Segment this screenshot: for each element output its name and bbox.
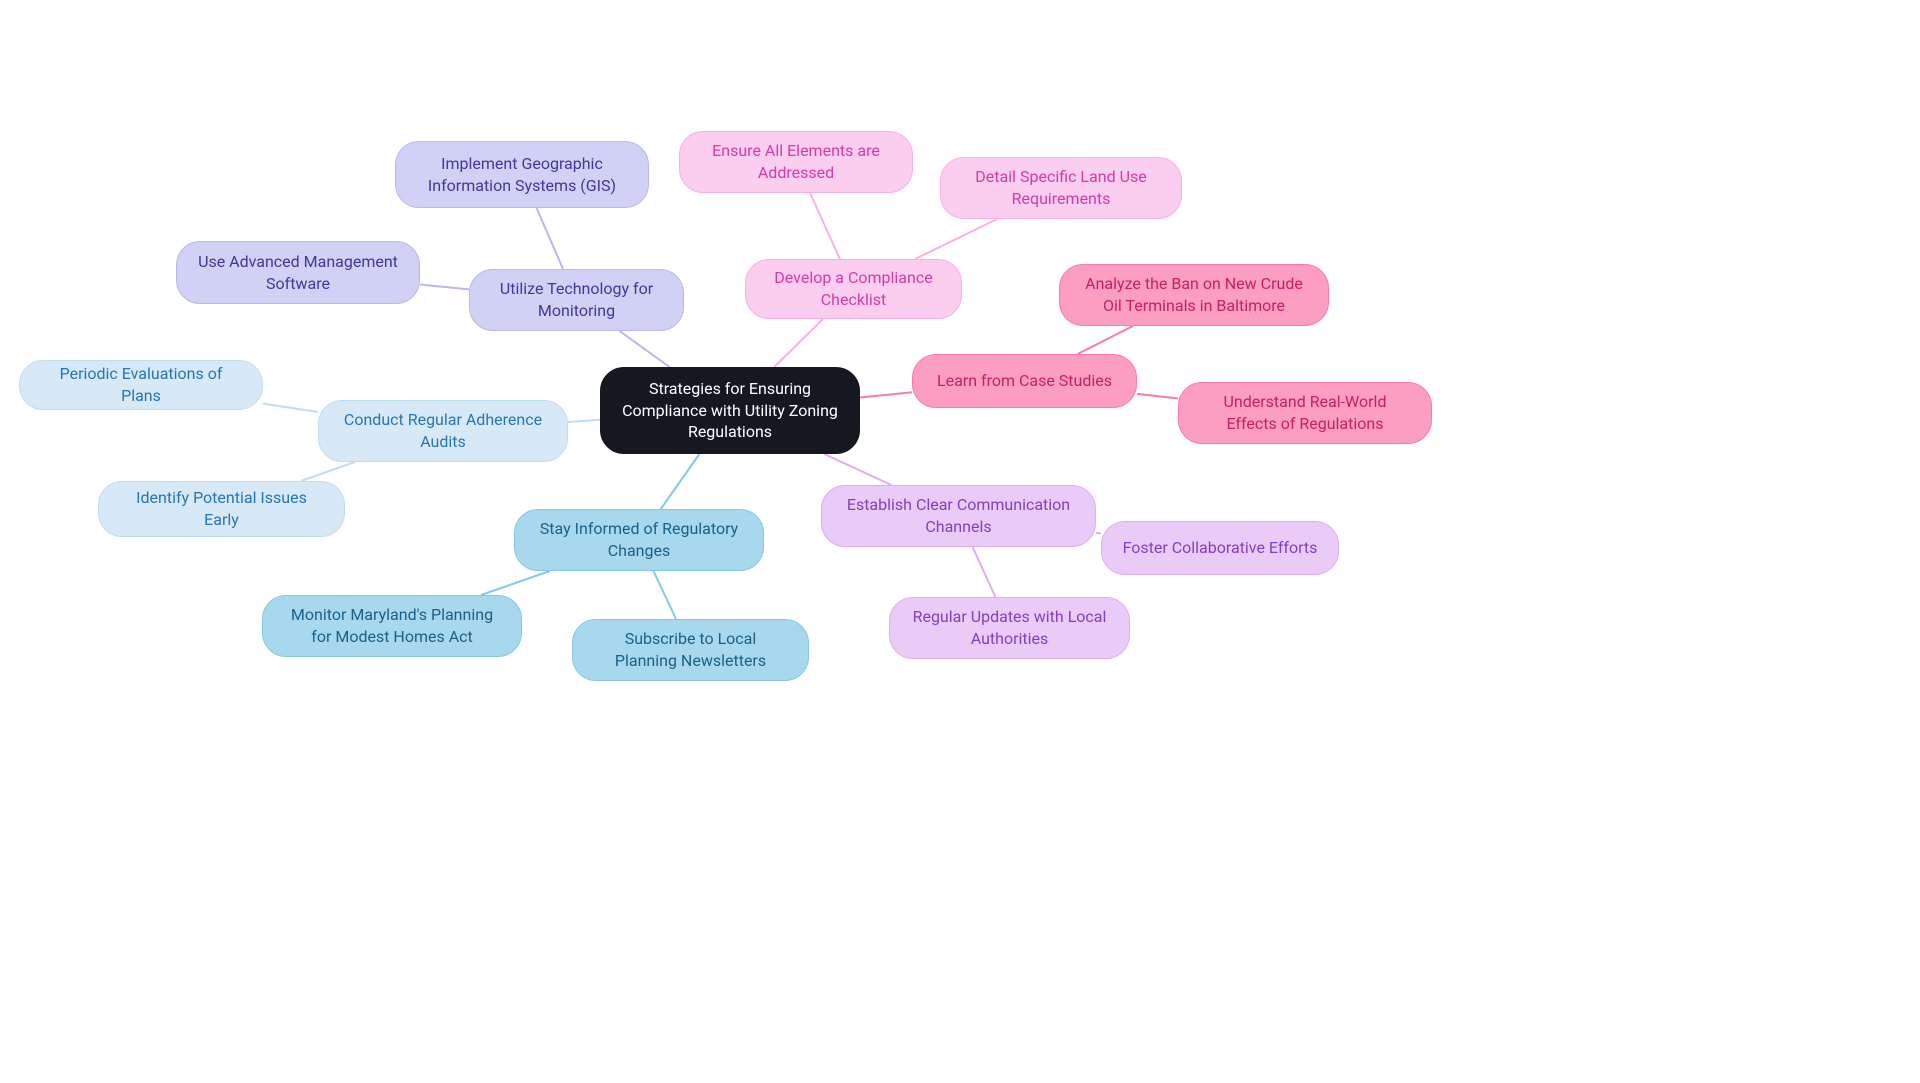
edge [1137, 394, 1178, 399]
leaf-informed-1: Subscribe to Local Planning Newsletters [572, 619, 809, 681]
edge [1096, 533, 1101, 534]
edge [824, 454, 891, 485]
center-node: Strategies for Ensuring Compliance with … [600, 367, 860, 454]
leaf-case-1: Understand Real-World Effects of Regulat… [1178, 382, 1432, 444]
edge [973, 547, 996, 597]
edge [810, 193, 840, 259]
leaf-comm-0: Foster Collaborative Efforts [1101, 521, 1339, 575]
edge [481, 571, 550, 595]
edge [301, 462, 355, 481]
leaf-comm-1: Regular Updates with Local Authorities [889, 597, 1130, 659]
leaf-tech-0: Implement Geographic Information Systems… [395, 141, 649, 208]
leaf-checklist-0: Ensure All Elements are Addressed [679, 131, 913, 193]
branch-case: Learn from Case Studies [912, 354, 1137, 408]
leaf-audits-0: Periodic Evaluations of Plans [19, 360, 263, 410]
branch-audits: Conduct Regular Adherence Audits [318, 400, 568, 462]
leaf-informed-0: Monitor Maryland's Planning for Modest H… [262, 595, 522, 657]
edge [661, 454, 700, 509]
branch-informed: Stay Informed of Regulatory Changes [514, 509, 764, 571]
branch-comm: Establish Clear Communication Channels [821, 485, 1096, 547]
leaf-tech-1: Use Advanced Management Software [176, 241, 420, 304]
edge [654, 571, 676, 619]
branch-tech: Utilize Technology for Monitoring [469, 269, 684, 331]
edge [620, 331, 670, 367]
edge [774, 319, 823, 367]
leaf-checklist-1: Detail Specific Land Use Requirements [940, 157, 1182, 219]
edge [860, 392, 912, 397]
leaf-case-0: Analyze the Ban on New Crude Oil Termina… [1059, 264, 1329, 326]
branch-checklist: Develop a Compliance Checklist [745, 259, 962, 319]
leaf-audits-1: Identify Potential Issues Early [98, 481, 345, 537]
edge [1078, 326, 1133, 354]
edge [537, 208, 563, 269]
edge [915, 219, 997, 259]
edge [568, 420, 600, 422]
edge [420, 285, 469, 290]
edge [263, 404, 318, 412]
